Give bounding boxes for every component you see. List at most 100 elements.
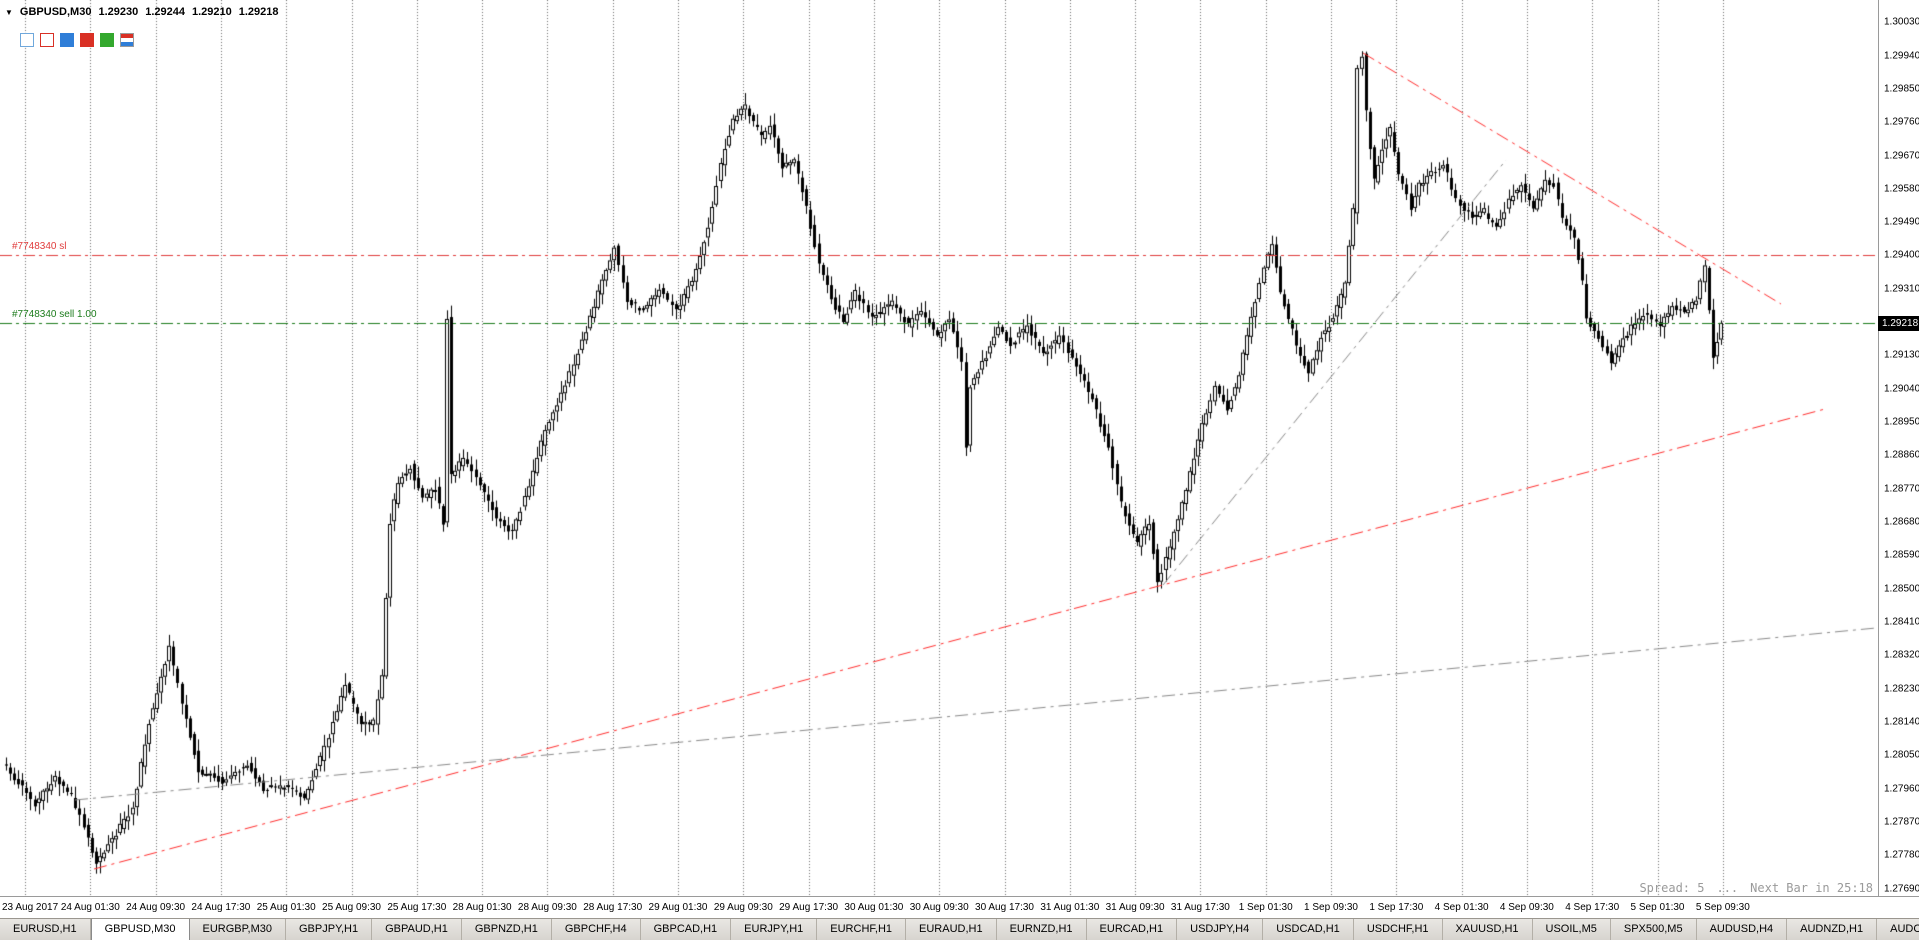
chart-tab-eurjpy-h1[interactable]: EURJPY,H1 [731,919,818,940]
window-marker-icon[interactable]: ▼ [5,7,13,17]
price-axis-label: 1.27960 [1884,783,1919,795]
status-text: Spread: 5 ... Next Bar in 25:18 [1639,881,1873,895]
chart-tab-eurchf-h1[interactable]: EURCHF,H1 [817,919,907,940]
time-axis-label: 4 Sep 01:30 [1434,902,1489,913]
time-axis-label: 4 Sep 09:30 [1499,902,1554,913]
chart-tab-gbpchf-h4[interactable]: GBPCHF,H4 [551,919,641,940]
price-axis-label: 1.29670 [1884,150,1919,161]
spread-label: Spread: 5 [1639,881,1705,895]
chart-tab-eurusd-h1[interactable]: EURUSD,H1 [0,919,91,940]
chart-tab-usdjpy-h4[interactable]: USDJPY,H4 [1177,919,1264,940]
price-axis-label: 1.28590 [1884,549,1919,561]
order-sell-label: #7748340 sell 1.00 [12,308,97,320]
price-axis[interactable]: 1.30030 1.29940 1.29850 1.29760 1.29670 1.295… [1878,0,1919,896]
price-axis-label: 1.28500 [1884,583,1919,595]
price-axis-label: 1.27870 [1884,816,1919,828]
time-axis-label: 25 Aug 01:30 [256,902,316,913]
swatch-white-red-outline[interactable] [40,33,54,47]
time-axis-label: 28 Aug 09:30 [517,902,577,913]
price-chart-canvas[interactable] [0,0,1878,896]
bar-low-value: 1.29210 [191,6,232,18]
swatch-flag-striped[interactable] [120,33,134,47]
time-axis-label: 1 Sep 09:30 [1304,902,1358,913]
time-axis-label: 25 Aug 17:30 [387,902,447,913]
bar-high-value: 1.29244 [145,6,185,18]
price-axis-label: 1.28860 [1884,449,1919,461]
time-axis-label: 5 Sep 01:30 [1630,902,1685,913]
price-axis-label: 1.29130 [1884,349,1919,361]
bar-open-value: 1.29230 [98,6,139,18]
price-axis-label: 1.28410 [1884,616,1919,628]
price-axis-label: 1.29760 [1884,116,1919,128]
chart-tab-gbpjpy-h1[interactable]: GBPJPY,H1 [286,919,373,940]
swatch-red[interactable] [80,33,94,47]
price-axis-label: 1.29850 [1884,83,1919,95]
symbol-title: GBPUSD,M30 [19,6,92,18]
chart-tab-euraud-h1[interactable]: EURAUD,H1 [906,919,997,940]
bar-close-value: 1.29218 [238,6,279,18]
time-axis-label: 28 Aug 01:30 [452,902,512,913]
chart-tab-gbpusd-m30[interactable]: GBPUSD,M30 [90,919,190,940]
price-axis-label: 1.28230 [1884,683,1919,695]
chart-tab-audnzd-h1[interactable]: AUDNZD,H1 [1787,919,1878,940]
swatch-blue[interactable] [60,33,74,47]
time-axis-label: 31 Aug 01:30 [1040,902,1100,913]
time-axis-label: 25 Aug 09:30 [322,902,381,913]
time-axis-label: 5 Sep 09:30 [1695,902,1750,913]
price-axis-label: 1.29490 [1884,216,1919,228]
chart-tab-gbpcad-h1[interactable]: GBPCAD,H1 [640,919,732,940]
chart-tab-bar: EURUSD,H1 GBPUSD,M30 EURGBP,M30 GBPJPY,H1 GB… [0,918,1919,940]
order-sl-label: #7748340 sl [12,241,67,253]
price-axis-label: 1.29310 [1884,283,1919,295]
price-axis-label: 1.29040 [1884,383,1919,395]
chart-tab-eurnzd-h1[interactable]: EURNZD,H1 [996,919,1087,940]
price-axis-label: 1.29400 [1884,249,1919,261]
time-axis-label: 24 Aug 01:30 [60,902,120,913]
time-axis-label: 30 Aug 17:30 [975,902,1034,913]
swatch-white-blue-outline[interactable] [20,33,34,47]
chart-tab-xauusd-h1[interactable]: XAUUSD,H1 [1442,919,1533,940]
chart-tab-usdcad-h1[interactable]: USDCAD,H1 [1263,919,1354,940]
price-axis-label: 1.29580 [1884,183,1919,195]
current-price-badge: 1.29218 [1878,315,1919,331]
status-separator: ... [1716,881,1739,895]
time-axis-label: 1 Sep 17:30 [1369,902,1424,913]
price-axis-label: 1.28680 [1884,516,1919,528]
time-axis-label: 29 Aug 01:30 [648,902,708,913]
swatch-green[interactable] [100,33,114,47]
time-axis-label: 1 Sep 01:30 [1238,902,1293,913]
chart-tab-usdchf-h1[interactable]: USDCHF,H1 [1353,919,1443,940]
chart-tab-eurgbp-m30[interactable]: EURGBP,M30 [189,919,286,940]
price-axis-label: 1.28050 [1884,749,1919,761]
chart-tab-gbpaud-h1[interactable]: GBPAUD,H1 [372,919,462,940]
price-axis-label: 1.27690 [1884,883,1919,895]
symbol-info: ▼ GBPUSD,M30 1.29230 1.29244 1.29210 1.2… [5,6,279,18]
time-axis-label: 30 Aug 01:30 [844,902,904,913]
time-axis-label: 4 Sep 17:30 [1565,902,1620,913]
chart-tab-spx500-m5[interactable]: SPX500,M5 [1610,919,1697,940]
price-axis-label: 1.28320 [1884,649,1919,661]
time-axis-label: 31 Aug 09:30 [1105,902,1165,913]
chart-tab-gbpnzd-h1[interactable]: GBPNZD,H1 [461,919,552,940]
price-axis-label: 1.29940 [1884,50,1919,62]
price-axis-label: 1.27780 [1884,849,1919,861]
price-axis-label: 1.28140 [1884,716,1919,728]
time-axis-label: 29 Aug 09:30 [713,902,773,913]
time-axis-label: 31 Aug 17:30 [1170,902,1230,913]
next-bar-label: Next Bar in 25:18 [1750,881,1873,895]
time-axis-label: 28 Aug 17:30 [583,902,643,913]
chart-tab-usoil-m5[interactable]: USOIL,M5 [1532,919,1611,940]
chart-toolbar [20,33,134,47]
price-axis-label: 1.28950 [1884,416,1919,428]
time-axis-label: 23 Aug 2017 [2,902,59,913]
chart-tab-audusd-h4[interactable]: AUDUSD,H4 [1696,919,1788,940]
time-axis-label: 24 Aug 17:30 [191,902,251,913]
price-axis-label: 1.30030 [1884,16,1919,28]
chart-tab-audcad-daily[interactable]: AUDCAD,Daily [1877,919,1919,940]
time-axis-label: 30 Aug 09:30 [909,902,969,913]
time-axis[interactable]: 23 Aug 2017 24 Aug 01:30 24 Aug 09:30 24 Au… [0,896,1919,918]
price-axis-label: 1.28770 [1884,483,1919,495]
chart-tab-eurcad-h1[interactable]: EURCAD,H1 [1086,919,1178,940]
time-axis-label: 24 Aug 09:30 [126,902,186,913]
